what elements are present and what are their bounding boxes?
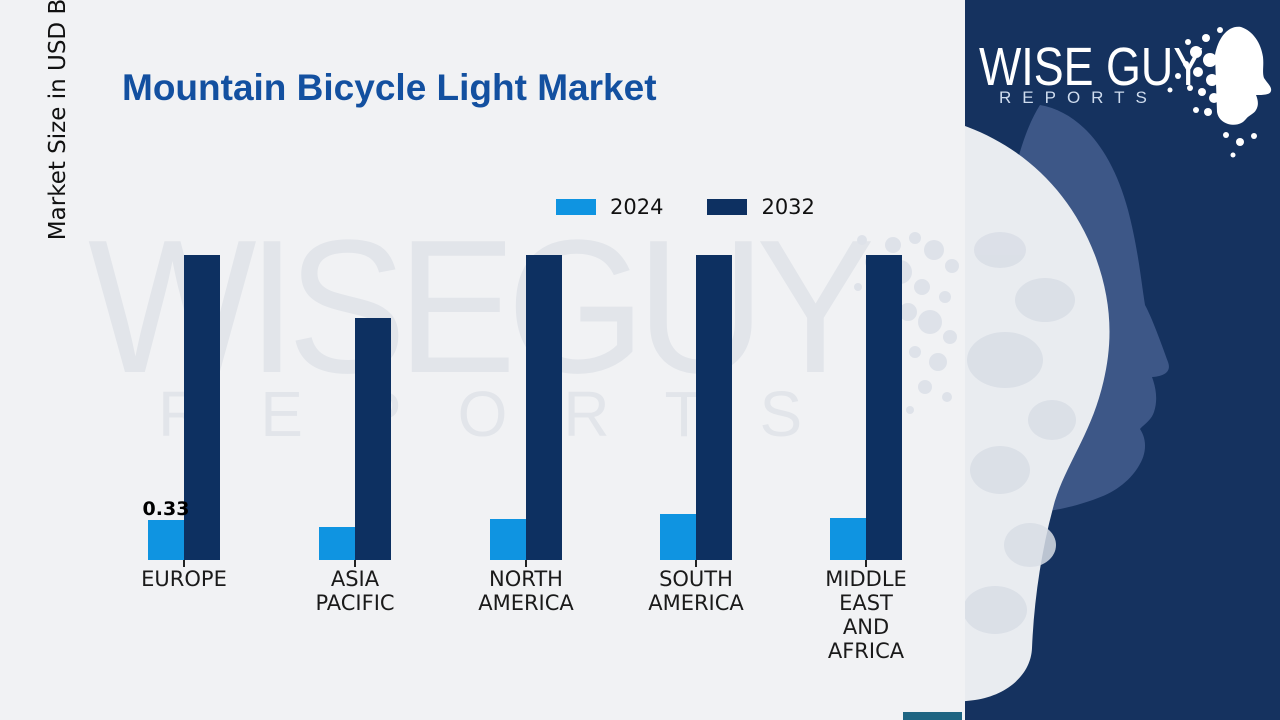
category-label-north-america: NORTH AMERICA <box>478 567 574 615</box>
x-axis-tick <box>354 560 356 567</box>
legend-item-2024: 2024 <box>556 195 663 219</box>
teal-accent-strip <box>903 712 962 720</box>
watermark-reports-text: REPORTS <box>158 378 859 450</box>
chart-title: Mountain Bicycle Light Market <box>122 66 657 108</box>
blob-texture-spots <box>965 232 1076 634</box>
bar-2024-europe <box>148 520 184 560</box>
brand-wordmark: WISE GUY <box>979 37 1204 97</box>
bar-2032-south-america <box>696 255 732 560</box>
bar-2024-north-america <box>490 519 526 560</box>
legend-item-2032: 2032 <box>707 195 815 219</box>
bar-2024-south-america <box>660 514 696 560</box>
category-label-south-america: SOUTH AMERICA <box>648 567 744 615</box>
legend-swatch-2032 <box>707 199 748 215</box>
bar-2032-asia-pacific <box>355 318 391 560</box>
legend-swatch-2024 <box>556 199 596 215</box>
x-axis-tick <box>183 560 185 567</box>
category-label-asia-pacific: ASIA PACIFIC <box>315 567 395 615</box>
legend: 2024 2032 <box>556 195 815 219</box>
data-label-europe: 0.33 <box>142 498 190 520</box>
bar-2024-asia-pacific <box>319 527 355 560</box>
category-label-europe: EUROPE <box>141 567 227 591</box>
category-label-middle-east-and-africa: MIDDLE EAST AND AFRICA <box>825 567 907 663</box>
bar-2032-middle-east-and-africa <box>866 255 902 560</box>
x-axis-tick <box>525 560 527 567</box>
brand-dots-icon <box>1167 27 1257 158</box>
bar-2032-europe <box>184 255 220 560</box>
x-axis-tick <box>865 560 867 567</box>
bar-2024-middle-east-and-africa <box>830 518 866 560</box>
x-axis-tick <box>695 560 697 567</box>
brand-reports-text: REPORTS <box>999 88 1158 107</box>
brand-face-icon <box>1215 26 1272 125</box>
bar-2032-north-america <box>526 255 562 560</box>
legend-label-2024: 2024 <box>610 195 664 219</box>
legend-label-2032: 2032 <box>761 195 815 219</box>
brand-panel <box>965 0 1280 720</box>
